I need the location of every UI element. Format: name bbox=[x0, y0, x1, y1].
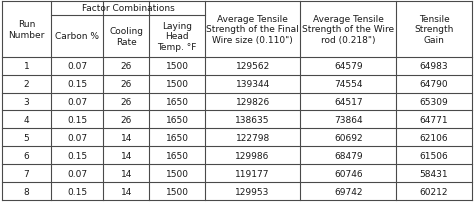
Text: 0.15: 0.15 bbox=[67, 115, 87, 124]
Text: 1500: 1500 bbox=[165, 80, 189, 89]
Text: 0.07: 0.07 bbox=[67, 169, 87, 178]
Text: 0.15: 0.15 bbox=[67, 151, 87, 160]
Text: 1500: 1500 bbox=[165, 187, 189, 196]
Text: 129953: 129953 bbox=[236, 187, 270, 196]
Text: 64771: 64771 bbox=[419, 115, 448, 124]
Text: 64579: 64579 bbox=[334, 62, 363, 71]
Text: 26: 26 bbox=[120, 98, 132, 106]
Text: 6: 6 bbox=[24, 151, 29, 160]
Text: 1650: 1650 bbox=[165, 115, 189, 124]
Text: 138635: 138635 bbox=[236, 115, 270, 124]
Text: 0.07: 0.07 bbox=[67, 98, 87, 106]
Text: 60746: 60746 bbox=[334, 169, 363, 178]
Text: 26: 26 bbox=[120, 115, 132, 124]
Text: 1500: 1500 bbox=[165, 62, 189, 71]
Text: 1650: 1650 bbox=[165, 151, 189, 160]
Text: Average Tensile
Strength of the Wire
rod (0.218"): Average Tensile Strength of the Wire rod… bbox=[302, 15, 394, 44]
Text: 64983: 64983 bbox=[419, 62, 448, 71]
Text: Carbon %: Carbon % bbox=[55, 32, 99, 41]
Text: 129826: 129826 bbox=[236, 98, 270, 106]
Text: 5: 5 bbox=[24, 133, 29, 142]
Text: 0.07: 0.07 bbox=[67, 133, 87, 142]
Text: 69742: 69742 bbox=[334, 187, 363, 196]
Text: Factor Combinations: Factor Combinations bbox=[82, 4, 174, 13]
Text: 73864: 73864 bbox=[334, 115, 363, 124]
Text: Run
Number: Run Number bbox=[9, 20, 45, 39]
Text: 1650: 1650 bbox=[165, 98, 189, 106]
Text: 7: 7 bbox=[24, 169, 29, 178]
Text: 58431: 58431 bbox=[419, 169, 448, 178]
Text: 74554: 74554 bbox=[334, 80, 363, 89]
Text: 26: 26 bbox=[120, 62, 132, 71]
Text: Cooling
Rate: Cooling Rate bbox=[109, 27, 143, 46]
Text: 129562: 129562 bbox=[236, 62, 270, 71]
Text: 139344: 139344 bbox=[236, 80, 270, 89]
Text: 3: 3 bbox=[24, 98, 29, 106]
Text: 129986: 129986 bbox=[236, 151, 270, 160]
Text: 0.15: 0.15 bbox=[67, 187, 87, 196]
Text: 60212: 60212 bbox=[420, 187, 448, 196]
Text: 2: 2 bbox=[24, 80, 29, 89]
Text: 68479: 68479 bbox=[334, 151, 363, 160]
Text: Laying
Head
Temp. °F: Laying Head Temp. °F bbox=[157, 22, 197, 52]
Text: 65309: 65309 bbox=[419, 98, 448, 106]
Text: 122798: 122798 bbox=[236, 133, 270, 142]
Text: Tensile
Strength
Gain: Tensile Strength Gain bbox=[414, 15, 454, 44]
Text: 14: 14 bbox=[120, 187, 132, 196]
Text: 14: 14 bbox=[120, 151, 132, 160]
Text: 119177: 119177 bbox=[236, 169, 270, 178]
Text: 62106: 62106 bbox=[419, 133, 448, 142]
Text: 0.15: 0.15 bbox=[67, 80, 87, 89]
Text: 1650: 1650 bbox=[165, 133, 189, 142]
Text: 14: 14 bbox=[120, 169, 132, 178]
Text: Average Tensile
Strength of the Final
Wire size (0.110"): Average Tensile Strength of the Final Wi… bbox=[206, 15, 299, 44]
Text: 64790: 64790 bbox=[419, 80, 448, 89]
Text: 0.07: 0.07 bbox=[67, 62, 87, 71]
Text: 26: 26 bbox=[120, 80, 132, 89]
Text: 4: 4 bbox=[24, 115, 29, 124]
Text: 64517: 64517 bbox=[334, 98, 363, 106]
Text: 14: 14 bbox=[120, 133, 132, 142]
Text: 60692: 60692 bbox=[334, 133, 363, 142]
Text: 1500: 1500 bbox=[165, 169, 189, 178]
Text: 8: 8 bbox=[24, 187, 29, 196]
Text: 1: 1 bbox=[24, 62, 29, 71]
Text: 61506: 61506 bbox=[419, 151, 448, 160]
